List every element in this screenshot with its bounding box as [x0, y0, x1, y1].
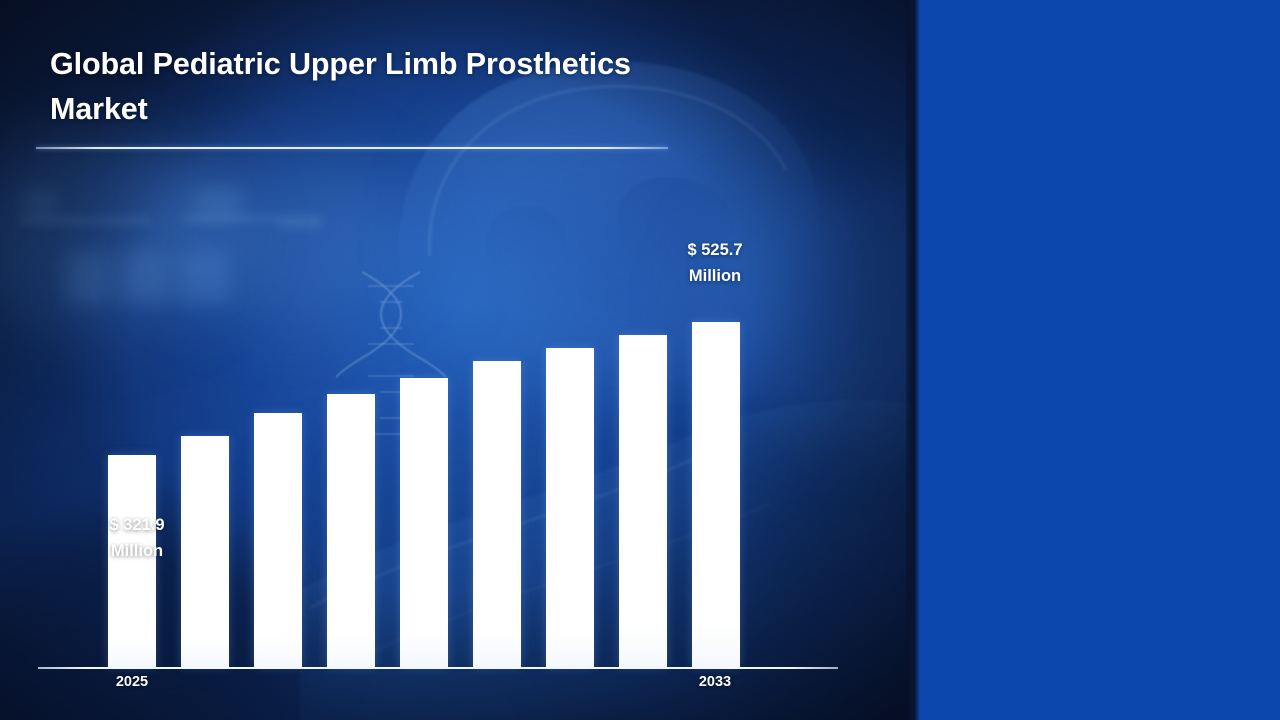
- x-axis-tick-first: 2025: [115, 674, 149, 690]
- chart-bar: [254, 413, 302, 667]
- chart-bar: [108, 455, 156, 667]
- chart-bar: [619, 335, 667, 667]
- first-value-amount: $ 321.9: [109, 516, 165, 534]
- first-value-unit: Million: [110, 541, 164, 560]
- title-divider: [36, 147, 668, 149]
- x-axis-tick-last: 2033: [698, 674, 732, 690]
- last-value-label: $ 525.7 Million: [650, 238, 780, 289]
- first-value-label: $ 321.9 Million: [72, 513, 202, 564]
- chart-bar: [181, 436, 229, 667]
- chart-panel: [0, 0, 920, 720]
- brand-panel: VERIFIED MARKET RESEARCH ® 7.3 % CAGR fr…: [920, 0, 1280, 720]
- page-title-text: Global Pediatric Upper Limb Prosthetics …: [50, 47, 631, 126]
- panel-divider: [906, 0, 920, 720]
- last-value-unit: Million: [688, 266, 742, 285]
- page-title: Global Pediatric Upper Limb Prosthetics …: [50, 42, 680, 132]
- last-value-amount: $ 525.7: [687, 241, 743, 259]
- chart-bar: [400, 378, 448, 667]
- bar-chart: $ 321.9 Million $ 525.7 Million 2025 203…: [38, 238, 838, 690]
- chart-baseline-axis: [38, 667, 838, 669]
- chart-bar: [473, 361, 521, 667]
- chart-bar: [692, 322, 740, 667]
- chart-bar: [327, 394, 375, 667]
- chart-bar: [546, 348, 594, 667]
